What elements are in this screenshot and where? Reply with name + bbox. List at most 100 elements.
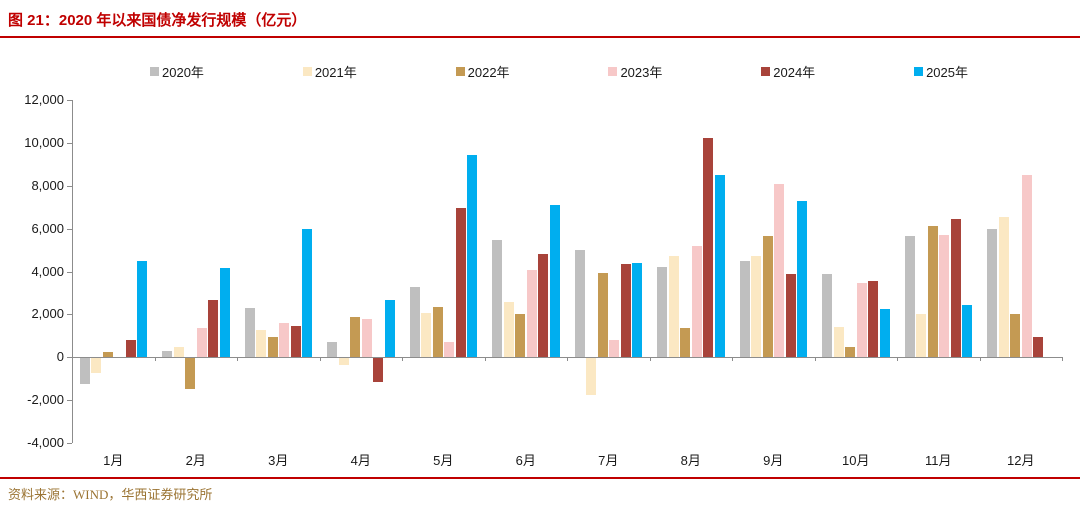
y-tick-label: 8,000 — [31, 177, 64, 193]
bar-2024年-8月 — [703, 137, 713, 358]
y-tick — [67, 185, 72, 187]
bar-2023年-7月 — [609, 340, 619, 358]
y-tick — [67, 443, 72, 444]
source-note: 资料来源：WIND，华西证券研究所 — [8, 487, 213, 502]
y-tick-label: 10,000 — [24, 134, 64, 150]
legend-swatch-icon — [914, 67, 924, 76]
y-tick-label: 12,000 — [24, 92, 64, 107]
bar-2025年-3月 — [302, 228, 312, 358]
x-tick — [649, 357, 651, 362]
legend-label: 2022年 — [467, 65, 510, 80]
x-tick-label: 12月 — [1007, 453, 1035, 468]
y-tick-label: 0 — [56, 349, 64, 365]
bar-2024年-5月 — [455, 208, 466, 358]
legend-item: 2022年 — [455, 62, 510, 81]
bar-2024年-11月 — [950, 218, 961, 358]
bar-2025年-5月 — [467, 154, 477, 358]
bar-2023年-5月 — [444, 342, 454, 358]
bar-2024年-2月 — [208, 300, 218, 358]
bar-2020年-1月 — [79, 358, 90, 384]
legend-item: 2024年 — [761, 62, 815, 81]
bar-2022年-9月 — [762, 236, 773, 358]
x-tick-label: 6月 — [515, 453, 536, 468]
footer-rule — [0, 477, 1080, 479]
title-rule — [0, 36, 1080, 38]
bar-2022年-12月 — [1010, 314, 1020, 358]
x-tick — [237, 357, 238, 362]
y-tick-label: -2,000 — [27, 392, 64, 408]
legend-swatch-icon — [608, 67, 618, 76]
bar-2020年-2月 — [162, 350, 172, 358]
bar-2023年-2月 — [196, 328, 207, 358]
y-tick — [67, 100, 72, 101]
bar-2021年-7月 — [586, 358, 596, 395]
x-tick-label: 5月 — [433, 453, 454, 468]
y-tick-label: -4,000 — [27, 435, 64, 450]
bar-2024年-1月 — [125, 340, 136, 358]
bar-2021年-3月 — [256, 330, 266, 358]
y-tick — [67, 357, 72, 359]
legend-swatch-icon — [761, 67, 771, 76]
bar-2020年-8月 — [657, 267, 667, 358]
x-tick-label: 3月 — [268, 453, 289, 468]
x-tick — [979, 357, 981, 362]
legend-item: 2020年 — [150, 62, 204, 81]
legend-label: 2020年 — [162, 65, 204, 80]
bar-2025年-6月 — [549, 205, 560, 358]
bar-2021年-6月 — [503, 301, 514, 358]
x-tick — [72, 357, 73, 362]
y-tick — [67, 228, 72, 230]
x-tick — [1062, 357, 1063, 362]
bar-2023年-4月 — [361, 318, 372, 358]
x-tick-label: 2月 — [185, 453, 206, 468]
bar-2025年-8月 — [714, 175, 725, 358]
y-tick-label: 2,000 — [31, 306, 64, 322]
bar-2021年-11月 — [916, 314, 926, 358]
x-tick-label: 1月 — [103, 453, 124, 468]
bar-2020年-5月 — [409, 286, 420, 358]
bar-2021年-2月 — [173, 346, 184, 358]
bar-2022年-8月 — [680, 328, 690, 358]
bar-2024年-6月 — [538, 254, 548, 358]
x-tick — [154, 357, 156, 362]
bar-2022年-4月 — [350, 316, 360, 358]
bar-2021年-12月 — [998, 216, 1009, 358]
legend-item: 2021年 — [302, 62, 357, 81]
bar-2022年-5月 — [432, 306, 443, 358]
y-tick-label: 6,000 — [31, 220, 64, 236]
y-tick — [67, 400, 72, 402]
bar-2023年-8月 — [691, 245, 702, 358]
bar-2023年-9月 — [774, 183, 784, 358]
bar-2021年-8月 — [668, 256, 679, 358]
bar-2020年-10月 — [822, 273, 832, 358]
x-tick-label: 7月 — [598, 453, 619, 468]
figure-title: 图 21：2020 年以来国债净发行规模（亿元） — [8, 12, 307, 29]
x-tick — [732, 357, 733, 362]
x-tick — [897, 357, 898, 362]
bar-2024年-7月 — [620, 263, 631, 358]
bar-2020年-6月 — [492, 240, 502, 358]
bar-2023年-12月 — [1021, 175, 1032, 358]
bar-2022年-6月 — [515, 314, 525, 358]
legend-label: 2024年 — [773, 65, 816, 80]
x-tick — [484, 357, 486, 362]
bar-2023年-3月 — [279, 322, 289, 358]
bar-2021年-4月 — [338, 358, 349, 365]
bar-2021年-1月 — [91, 358, 101, 374]
x-tick — [402, 357, 403, 362]
y-tick — [67, 271, 72, 273]
bar-2021年-9月 — [751, 256, 761, 358]
bar-2024年-10月 — [868, 281, 878, 358]
bar-2022年-2月 — [185, 358, 195, 390]
bar-2024年-9月 — [785, 273, 796, 358]
x-tick — [319, 357, 321, 362]
legend-swatch-icon — [455, 67, 465, 76]
x-tick-label: 4月 — [350, 453, 371, 468]
y-tick-label: 4,000 — [31, 263, 64, 279]
bar-2023年-11月 — [939, 235, 949, 358]
bar-2025年-11月 — [962, 304, 972, 358]
y-axis-line — [72, 100, 73, 443]
bar-2022年-11月 — [927, 226, 938, 358]
bar-2020年-4月 — [327, 342, 337, 358]
